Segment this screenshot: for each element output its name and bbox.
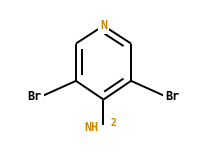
Text: N: N: [99, 19, 107, 32]
Text: 2: 2: [110, 118, 116, 128]
Text: Br: Br: [27, 90, 42, 103]
Text: Br: Br: [164, 90, 179, 103]
Text: NH: NH: [84, 121, 98, 134]
